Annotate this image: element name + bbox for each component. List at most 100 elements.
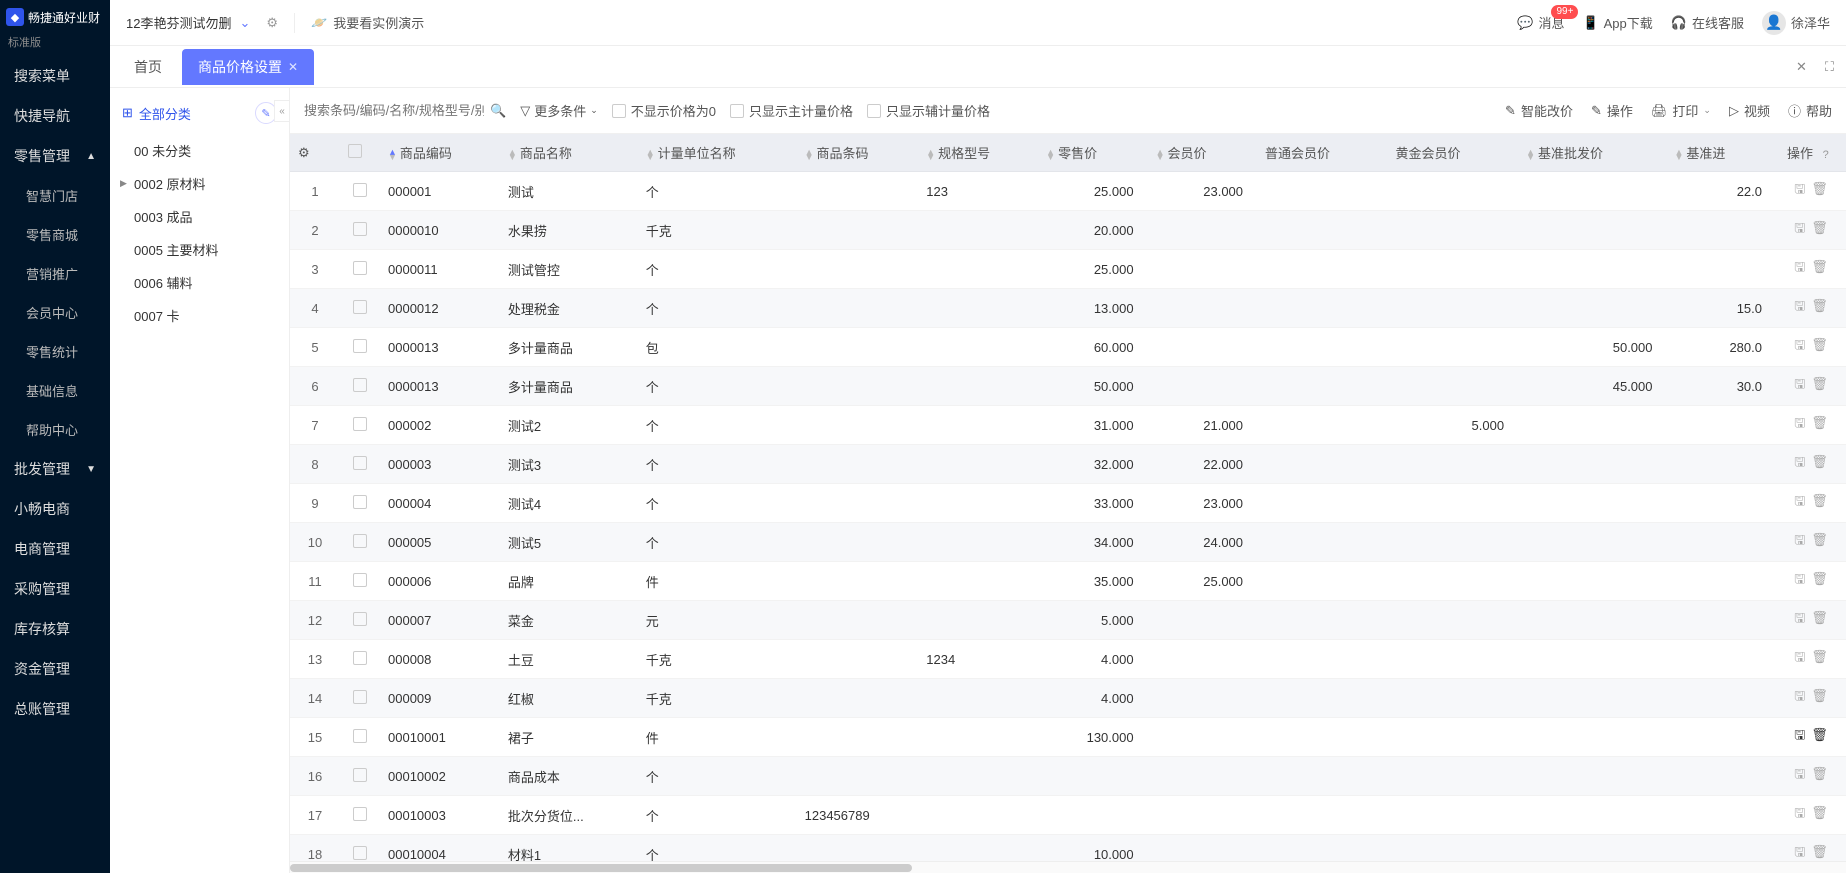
sidebar-sub-item[interactable]: 基础信息 [0, 371, 110, 410]
checkbox-hide-zero[interactable]: 不显示价格为0 [612, 101, 716, 120]
cell-member[interactable] [1148, 211, 1257, 250]
category-item[interactable]: 0003 成品 [110, 200, 289, 233]
category-item[interactable]: 0005 主要材料 [110, 233, 289, 266]
cell-normal[interactable] [1257, 562, 1388, 601]
table-row[interactable]: 1500010001裙子件130.000🖫🗑 [290, 718, 1846, 757]
cell-normal[interactable] [1257, 523, 1388, 562]
cell-gold[interactable] [1388, 250, 1519, 289]
cell-gold[interactable] [1388, 172, 1519, 211]
delete-row-icon[interactable]: 🗑 [1811, 766, 1828, 781]
cell-member[interactable]: 23.000 [1148, 484, 1257, 523]
cell-gold[interactable] [1388, 289, 1519, 328]
smart-price-button[interactable]: ✎ 智能改价 [1505, 101, 1573, 120]
cell-member[interactable] [1148, 250, 1257, 289]
more-conditions[interactable]: ▽ 更多条件 ⌄ [520, 101, 598, 120]
cell-retail[interactable]: 34.000 [1038, 523, 1147, 562]
delete-row-icon[interactable]: 🗑 [1811, 259, 1828, 274]
help-button[interactable]: ⓘ 帮助 [1788, 101, 1832, 120]
search-icon[interactable]: 🔍 [490, 103, 506, 119]
sidebar-sub-item[interactable]: 营销推广 [0, 254, 110, 293]
cell-normal[interactable] [1257, 250, 1388, 289]
cell-gold[interactable] [1388, 640, 1519, 679]
cell-gold[interactable] [1388, 328, 1519, 367]
cell-basein[interactable] [1667, 796, 1777, 835]
service-button[interactable]: 🎧 在线客服 [1671, 13, 1744, 32]
sidebar-item[interactable]: 库存核算 [0, 609, 110, 649]
delete-row-icon[interactable]: 🗑 [1811, 415, 1828, 430]
row-checkbox[interactable] [340, 796, 380, 835]
table-row[interactable]: 1600010002商品成本个🖫🗑 [290, 757, 1846, 796]
cell-retail[interactable]: 60.000 [1038, 328, 1147, 367]
save-row-icon[interactable]: 🖫 [1794, 532, 1805, 547]
delete-row-icon[interactable]: 🗑 [1811, 844, 1828, 859]
sidebar-sub-item[interactable]: 智慧门店 [0, 176, 110, 215]
table-row[interactable]: 12000007菜金元5.000🖫🗑 [290, 601, 1846, 640]
cell-gold[interactable]: 5.000 [1388, 406, 1519, 445]
cell-normal[interactable] [1257, 367, 1388, 406]
cell-member[interactable] [1148, 289, 1257, 328]
cell-member[interactable] [1148, 757, 1257, 796]
cell-normal[interactable] [1257, 172, 1388, 211]
category-header[interactable]: ⊞ 全部分类 ✎ [110, 98, 289, 134]
delete-row-icon[interactable]: 🗑 [1811, 376, 1828, 391]
save-row-icon[interactable]: 🖫 [1794, 805, 1805, 820]
sidebar-item-wholesale[interactable]: 批发管理 ▼ [0, 449, 110, 489]
print-button[interactable]: 🖨 打印 ⌄ [1651, 101, 1711, 120]
gear-icon[interactable]: ⚙ [266, 15, 278, 31]
row-checkbox[interactable] [340, 484, 380, 523]
save-row-icon[interactable]: 🖫 [1794, 181, 1805, 196]
cell-gold[interactable] [1388, 523, 1519, 562]
row-checkbox[interactable] [340, 406, 380, 445]
col-gold[interactable]: 黄金会员价 [1388, 134, 1519, 172]
row-checkbox[interactable] [340, 250, 380, 289]
row-checkbox[interactable] [340, 757, 380, 796]
sidebar-item-search[interactable]: 搜索菜单 [0, 56, 110, 96]
table-row[interactable]: 60000013多计量商品个50.00045.00030.0🖫🗑 [290, 367, 1846, 406]
cell-basew[interactable] [1518, 250, 1666, 289]
sidebar-item-quick[interactable]: 快捷导航 [0, 96, 110, 136]
cell-gold[interactable] [1388, 601, 1519, 640]
category-item[interactable]: 0006 辅料 [110, 266, 289, 299]
row-checkbox[interactable] [340, 328, 380, 367]
grid-scroll[interactable]: ⚙ ▲▼商品编码 ▲▼商品名称 ▲▼计量单位名称 ▲▼商品条码 ▲▼规格型号 ▲… [290, 134, 1846, 861]
cell-basein[interactable]: 280.0 [1667, 328, 1777, 367]
delete-row-icon[interactable]: 🗑 [1811, 454, 1828, 469]
sidebar-sub-item[interactable]: 会员中心 [0, 293, 110, 332]
table-row[interactable]: 50000013多计量商品包60.00050.000280.0🖫🗑 [290, 328, 1846, 367]
cell-retail[interactable]: 32.000 [1038, 445, 1147, 484]
close-all-icon[interactable]: ✕ [1792, 55, 1811, 79]
delete-row-icon[interactable]: 🗑 [1811, 688, 1828, 703]
row-checkbox[interactable] [340, 445, 380, 484]
cell-basein[interactable] [1667, 211, 1777, 250]
row-checkbox[interactable] [340, 367, 380, 406]
cell-retail[interactable]: 10.000 [1038, 835, 1147, 862]
tab-price-settings[interactable]: 商品价格设置 ✕ [182, 49, 314, 85]
delete-row-icon[interactable]: 🗑 [1811, 337, 1828, 352]
cell-member[interactable] [1148, 601, 1257, 640]
table-row[interactable]: 30000011测试管控个25.000🖫🗑 [290, 250, 1846, 289]
cell-member[interactable] [1148, 679, 1257, 718]
expand-icon[interactable]: ⛶ [1821, 55, 1838, 79]
cell-retail[interactable]: 33.000 [1038, 484, 1147, 523]
cell-retail[interactable]: 35.000 [1038, 562, 1147, 601]
cell-normal[interactable] [1257, 796, 1388, 835]
table-row[interactable]: 8000003测试3个32.00022.000🖫🗑 [290, 445, 1846, 484]
row-checkbox[interactable] [340, 289, 380, 328]
cell-basew[interactable] [1518, 484, 1666, 523]
sidebar-item[interactable]: 资金管理 [0, 649, 110, 689]
cell-member[interactable] [1148, 718, 1257, 757]
cell-basein[interactable] [1667, 484, 1777, 523]
delete-row-icon[interactable]: 🗑 [1811, 181, 1828, 196]
cell-gold[interactable] [1388, 484, 1519, 523]
org-select[interactable]: 12李艳芬测试勿删 ⌄ [126, 13, 250, 32]
cell-basein[interactable] [1667, 523, 1777, 562]
cell-member[interactable] [1148, 328, 1257, 367]
cell-retail[interactable]: 4.000 [1038, 640, 1147, 679]
table-row[interactable]: 1700010003批次分货位...个123456789🖫🗑 [290, 796, 1846, 835]
sidebar-sub-item[interactable]: 零售统计 [0, 332, 110, 371]
cell-basein[interactable] [1667, 601, 1777, 640]
cell-basein[interactable]: 15.0 [1667, 289, 1777, 328]
save-row-icon[interactable]: 🖫 [1794, 415, 1805, 430]
cell-member[interactable] [1148, 835, 1257, 862]
cell-member[interactable]: 25.000 [1148, 562, 1257, 601]
